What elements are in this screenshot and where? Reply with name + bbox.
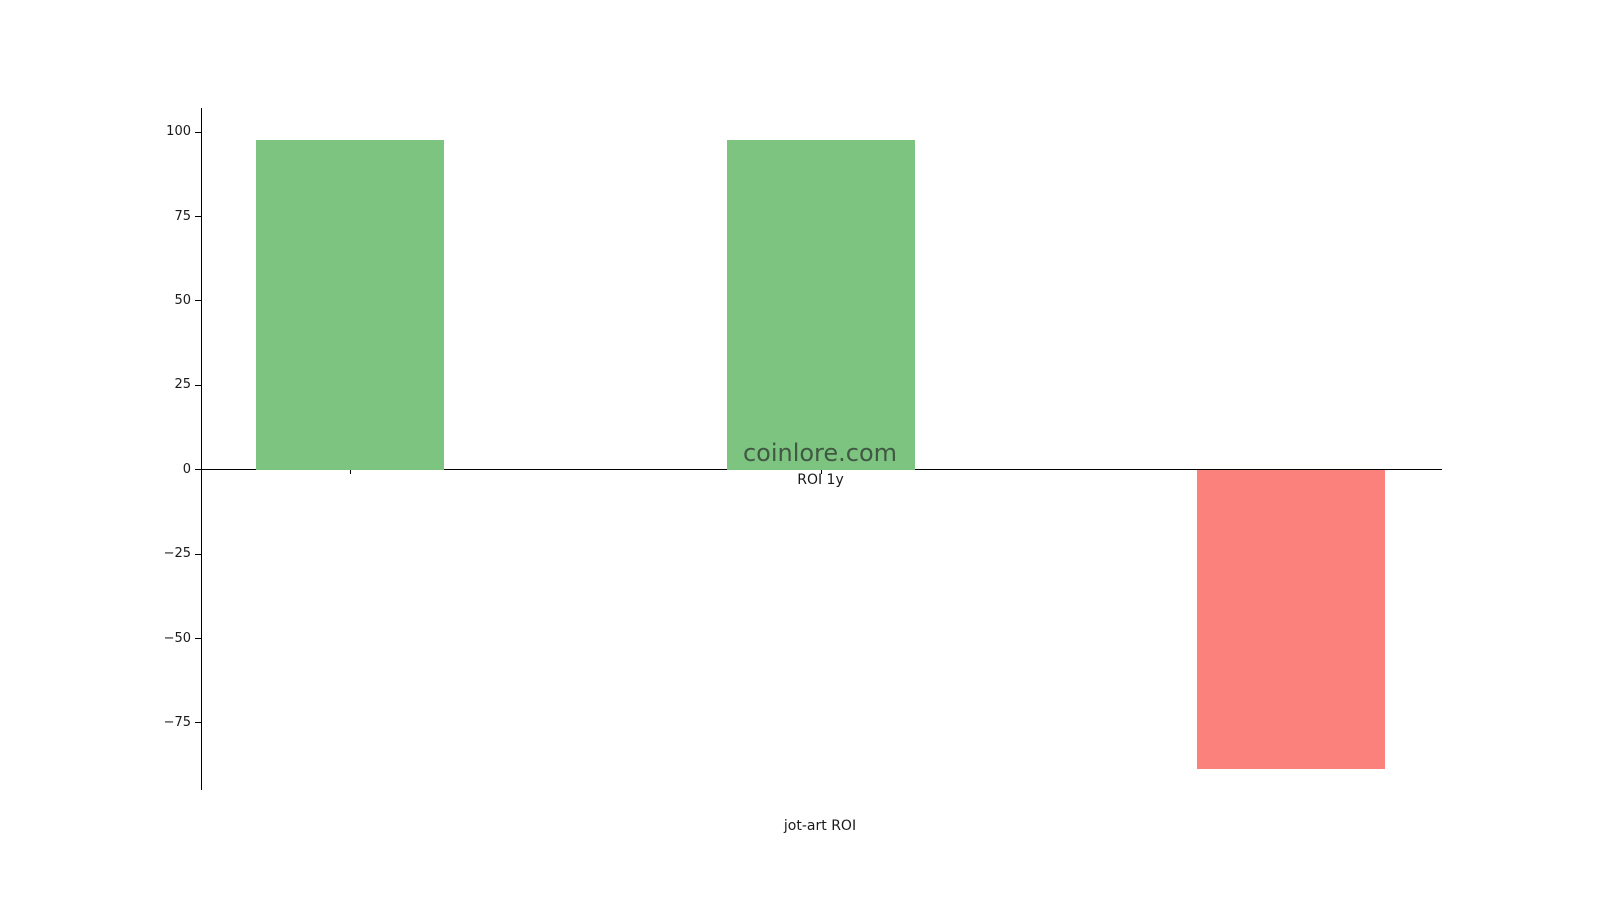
y-tick-mark <box>195 638 201 639</box>
bar <box>727 140 915 470</box>
y-axis-spine <box>201 108 202 790</box>
y-tick-label: 75 <box>174 209 191 224</box>
y-tick-label: 100 <box>166 124 191 139</box>
y-tick-mark <box>195 469 201 470</box>
bar <box>1197 470 1385 769</box>
y-tick-mark <box>195 300 201 301</box>
y-tick-mark <box>195 554 201 555</box>
y-tick-mark <box>195 216 201 217</box>
y-tick-mark <box>195 385 201 386</box>
watermark-text: coinlore.com <box>742 439 898 467</box>
y-tick-label: −75 <box>163 715 191 730</box>
x-tick-label: ROI 1y <box>797 472 844 488</box>
y-tick-label: −50 <box>163 631 191 646</box>
x-tick-mark <box>821 470 822 474</box>
x-tick-mark <box>350 470 351 474</box>
y-tick-label: 25 <box>174 377 191 392</box>
chart-title: jot-art ROI <box>783 818 857 834</box>
y-tick-label: 50 <box>174 293 191 308</box>
bar <box>256 140 444 470</box>
y-tick-mark <box>195 132 201 133</box>
y-tick-mark <box>195 722 201 723</box>
y-tick-label: 0 <box>182 462 191 477</box>
y-tick-label: −25 <box>163 546 191 561</box>
